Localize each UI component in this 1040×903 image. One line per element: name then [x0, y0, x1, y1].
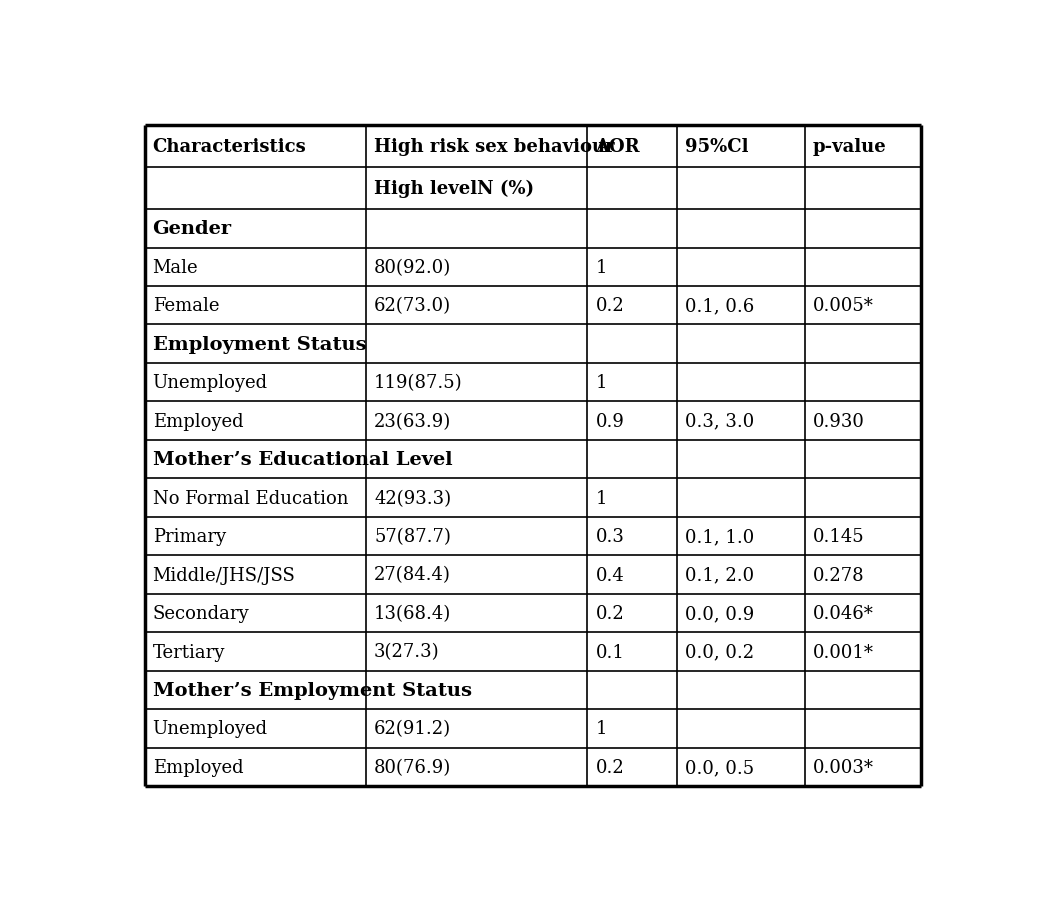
- Text: 0.3, 3.0: 0.3, 3.0: [684, 413, 754, 430]
- Text: 62(73.0): 62(73.0): [374, 297, 451, 315]
- Text: 57(87.7): 57(87.7): [374, 527, 451, 545]
- Text: 95%Cl: 95%Cl: [684, 138, 749, 155]
- Text: 1: 1: [596, 720, 607, 738]
- Text: Female: Female: [153, 297, 219, 315]
- Text: Mother’s Educational Level: Mother’s Educational Level: [153, 451, 452, 469]
- Text: Secondary: Secondary: [153, 604, 250, 622]
- Text: Unemployed: Unemployed: [153, 720, 267, 738]
- Text: 3(27.3): 3(27.3): [374, 643, 440, 661]
- Text: 1: 1: [596, 374, 607, 392]
- Text: 0.930: 0.930: [813, 413, 865, 430]
- Text: Mother’s Employment Status: Mother’s Employment Status: [153, 681, 471, 699]
- Text: 1: 1: [596, 489, 607, 507]
- Text: 0.1: 0.1: [596, 643, 624, 661]
- Text: Unemployed: Unemployed: [153, 374, 267, 392]
- Text: No Formal Education: No Formal Education: [153, 489, 348, 507]
- Text: 80(92.0): 80(92.0): [374, 258, 451, 276]
- Text: 0.1, 0.6: 0.1, 0.6: [684, 297, 754, 315]
- Text: p-value: p-value: [813, 138, 887, 155]
- Text: 0.2: 0.2: [596, 297, 624, 315]
- Text: Primary: Primary: [153, 527, 226, 545]
- Text: High risk sex behaviour: High risk sex behaviour: [374, 138, 615, 155]
- Text: 119(87.5): 119(87.5): [374, 374, 463, 392]
- Text: 0.4: 0.4: [596, 566, 624, 584]
- Text: 0.1, 2.0: 0.1, 2.0: [684, 566, 754, 584]
- Text: 0.9: 0.9: [596, 413, 624, 430]
- Text: 13(68.4): 13(68.4): [374, 604, 451, 622]
- Text: 23(63.9): 23(63.9): [374, 413, 451, 430]
- Text: 62(91.2): 62(91.2): [374, 720, 451, 738]
- Text: 0.1, 1.0: 0.1, 1.0: [684, 527, 754, 545]
- Text: 42(93.3): 42(93.3): [374, 489, 451, 507]
- Text: 0.001*: 0.001*: [813, 643, 874, 661]
- Text: AOR: AOR: [596, 138, 640, 155]
- Text: 0.0, 0.9: 0.0, 0.9: [684, 604, 754, 622]
- Text: 0.145: 0.145: [813, 527, 864, 545]
- Text: 27(84.4): 27(84.4): [374, 566, 451, 584]
- Text: 0.3: 0.3: [596, 527, 624, 545]
- Text: Male: Male: [153, 258, 199, 276]
- Text: 0.046*: 0.046*: [813, 604, 874, 622]
- Text: High levelN (%): High levelN (%): [374, 180, 535, 198]
- Text: 0.2: 0.2: [596, 604, 624, 622]
- Text: Gender: Gender: [153, 220, 232, 238]
- Text: 0.2: 0.2: [596, 759, 624, 776]
- Text: Employment Status: Employment Status: [153, 335, 366, 353]
- Text: Middle/JHS/JSS: Middle/JHS/JSS: [153, 566, 295, 584]
- Text: 0.005*: 0.005*: [813, 297, 874, 315]
- Text: 0.0, 0.5: 0.0, 0.5: [684, 759, 754, 776]
- Text: Employed: Employed: [153, 413, 243, 430]
- Text: 0.003*: 0.003*: [813, 759, 874, 776]
- Text: Tertiary: Tertiary: [153, 643, 225, 661]
- Text: Characteristics: Characteristics: [153, 138, 307, 155]
- Text: Employed: Employed: [153, 759, 243, 776]
- Text: 80(76.9): 80(76.9): [374, 759, 451, 776]
- Text: 1: 1: [596, 258, 607, 276]
- Text: 0.0, 0.2: 0.0, 0.2: [684, 643, 754, 661]
- Text: 0.278: 0.278: [813, 566, 864, 584]
